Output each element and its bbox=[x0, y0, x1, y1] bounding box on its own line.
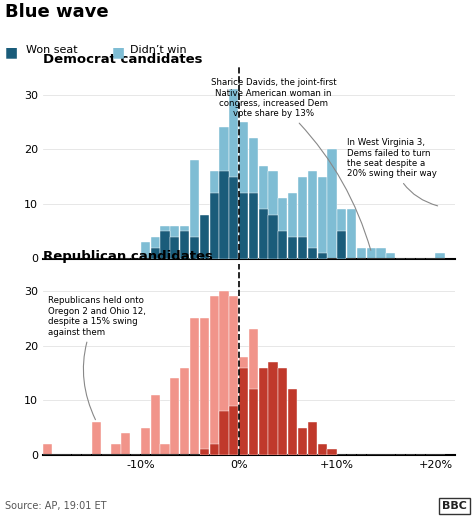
Text: Source: AP, 19:01 ET: Source: AP, 19:01 ET bbox=[5, 501, 106, 511]
Bar bbox=[357, 248, 366, 258]
Text: Republicans held onto
Oregon 2 and Ohio 12,
despite a 15% swing
against them: Republicans held onto Oregon 2 and Ohio … bbox=[47, 296, 146, 420]
Bar bbox=[268, 362, 278, 455]
Bar bbox=[229, 406, 238, 455]
Bar bbox=[151, 395, 160, 455]
Bar bbox=[328, 149, 337, 258]
Text: Didn’t win: Didn’t win bbox=[130, 45, 187, 55]
Bar bbox=[219, 291, 228, 455]
Text: BBC: BBC bbox=[442, 501, 467, 511]
Text: In West Virginia 3,
Dems failed to turn
the seat despite a
20% swing their way: In West Virginia 3, Dems failed to turn … bbox=[347, 138, 438, 206]
Bar bbox=[239, 368, 248, 455]
Bar bbox=[376, 248, 386, 258]
Bar bbox=[328, 449, 337, 455]
Bar bbox=[268, 171, 278, 258]
Bar bbox=[151, 248, 160, 258]
Bar bbox=[298, 237, 307, 258]
Bar bbox=[92, 422, 101, 455]
Bar bbox=[288, 193, 297, 258]
Bar bbox=[111, 444, 120, 455]
Bar bbox=[180, 226, 189, 258]
Bar bbox=[298, 176, 307, 258]
Bar bbox=[180, 231, 189, 258]
Bar bbox=[318, 253, 327, 258]
Bar bbox=[239, 193, 248, 258]
Bar bbox=[141, 242, 150, 258]
Bar bbox=[43, 444, 52, 455]
Bar bbox=[386, 253, 395, 258]
Bar bbox=[200, 215, 209, 258]
Text: Blue wave: Blue wave bbox=[5, 3, 109, 21]
Text: Won seat: Won seat bbox=[26, 45, 78, 55]
Bar bbox=[259, 165, 268, 258]
Bar bbox=[151, 237, 160, 258]
Text: Democrat candidates: Democrat candidates bbox=[43, 53, 202, 66]
Bar bbox=[210, 444, 219, 455]
Bar bbox=[288, 444, 297, 455]
Bar bbox=[200, 215, 209, 258]
Bar bbox=[190, 160, 199, 258]
Bar bbox=[259, 368, 268, 455]
Bar bbox=[200, 318, 209, 455]
Bar bbox=[298, 449, 307, 455]
Bar bbox=[249, 138, 258, 258]
Bar bbox=[219, 127, 228, 258]
Bar bbox=[219, 411, 228, 455]
Bar bbox=[259, 209, 268, 258]
Bar bbox=[170, 237, 180, 258]
Text: Republican candidates: Republican candidates bbox=[43, 250, 212, 263]
Bar bbox=[337, 231, 346, 258]
Bar bbox=[367, 248, 376, 258]
Bar bbox=[219, 171, 228, 258]
Bar bbox=[347, 209, 356, 258]
Bar bbox=[249, 193, 258, 258]
Bar bbox=[268, 411, 278, 455]
Bar bbox=[259, 406, 268, 455]
Bar bbox=[268, 215, 278, 258]
Bar bbox=[318, 444, 327, 455]
Bar bbox=[180, 368, 189, 455]
Text: ■: ■ bbox=[5, 45, 18, 59]
Bar bbox=[161, 231, 170, 258]
Bar bbox=[229, 89, 238, 258]
Bar bbox=[249, 389, 258, 455]
Bar bbox=[278, 231, 287, 258]
Bar bbox=[161, 226, 170, 258]
Bar bbox=[210, 171, 219, 258]
Bar bbox=[249, 329, 258, 455]
Bar bbox=[308, 422, 317, 455]
Bar bbox=[278, 438, 287, 455]
Bar bbox=[229, 176, 238, 258]
Bar bbox=[170, 226, 180, 258]
Bar bbox=[200, 449, 209, 455]
Bar bbox=[298, 428, 307, 455]
Bar bbox=[170, 378, 180, 455]
Bar bbox=[239, 357, 248, 455]
Bar bbox=[337, 209, 346, 258]
Bar bbox=[141, 428, 150, 455]
Text: ■: ■ bbox=[111, 45, 125, 59]
Bar bbox=[210, 193, 219, 258]
Bar bbox=[210, 296, 219, 455]
Bar bbox=[161, 444, 170, 455]
Bar bbox=[229, 296, 238, 455]
Bar bbox=[278, 199, 287, 258]
Bar bbox=[308, 171, 317, 258]
Bar bbox=[436, 253, 445, 258]
Bar bbox=[318, 176, 327, 258]
Bar bbox=[190, 318, 199, 455]
Bar bbox=[288, 389, 297, 455]
Text: Sharice Davids, the joint-first
Native American woman in
congress, increased Dem: Sharice Davids, the joint-first Native A… bbox=[210, 78, 371, 250]
Bar bbox=[190, 237, 199, 258]
Bar bbox=[278, 368, 287, 455]
Bar bbox=[121, 433, 130, 455]
Bar bbox=[239, 122, 248, 258]
Bar bbox=[308, 248, 317, 258]
Bar bbox=[308, 449, 317, 455]
Bar bbox=[288, 237, 297, 258]
